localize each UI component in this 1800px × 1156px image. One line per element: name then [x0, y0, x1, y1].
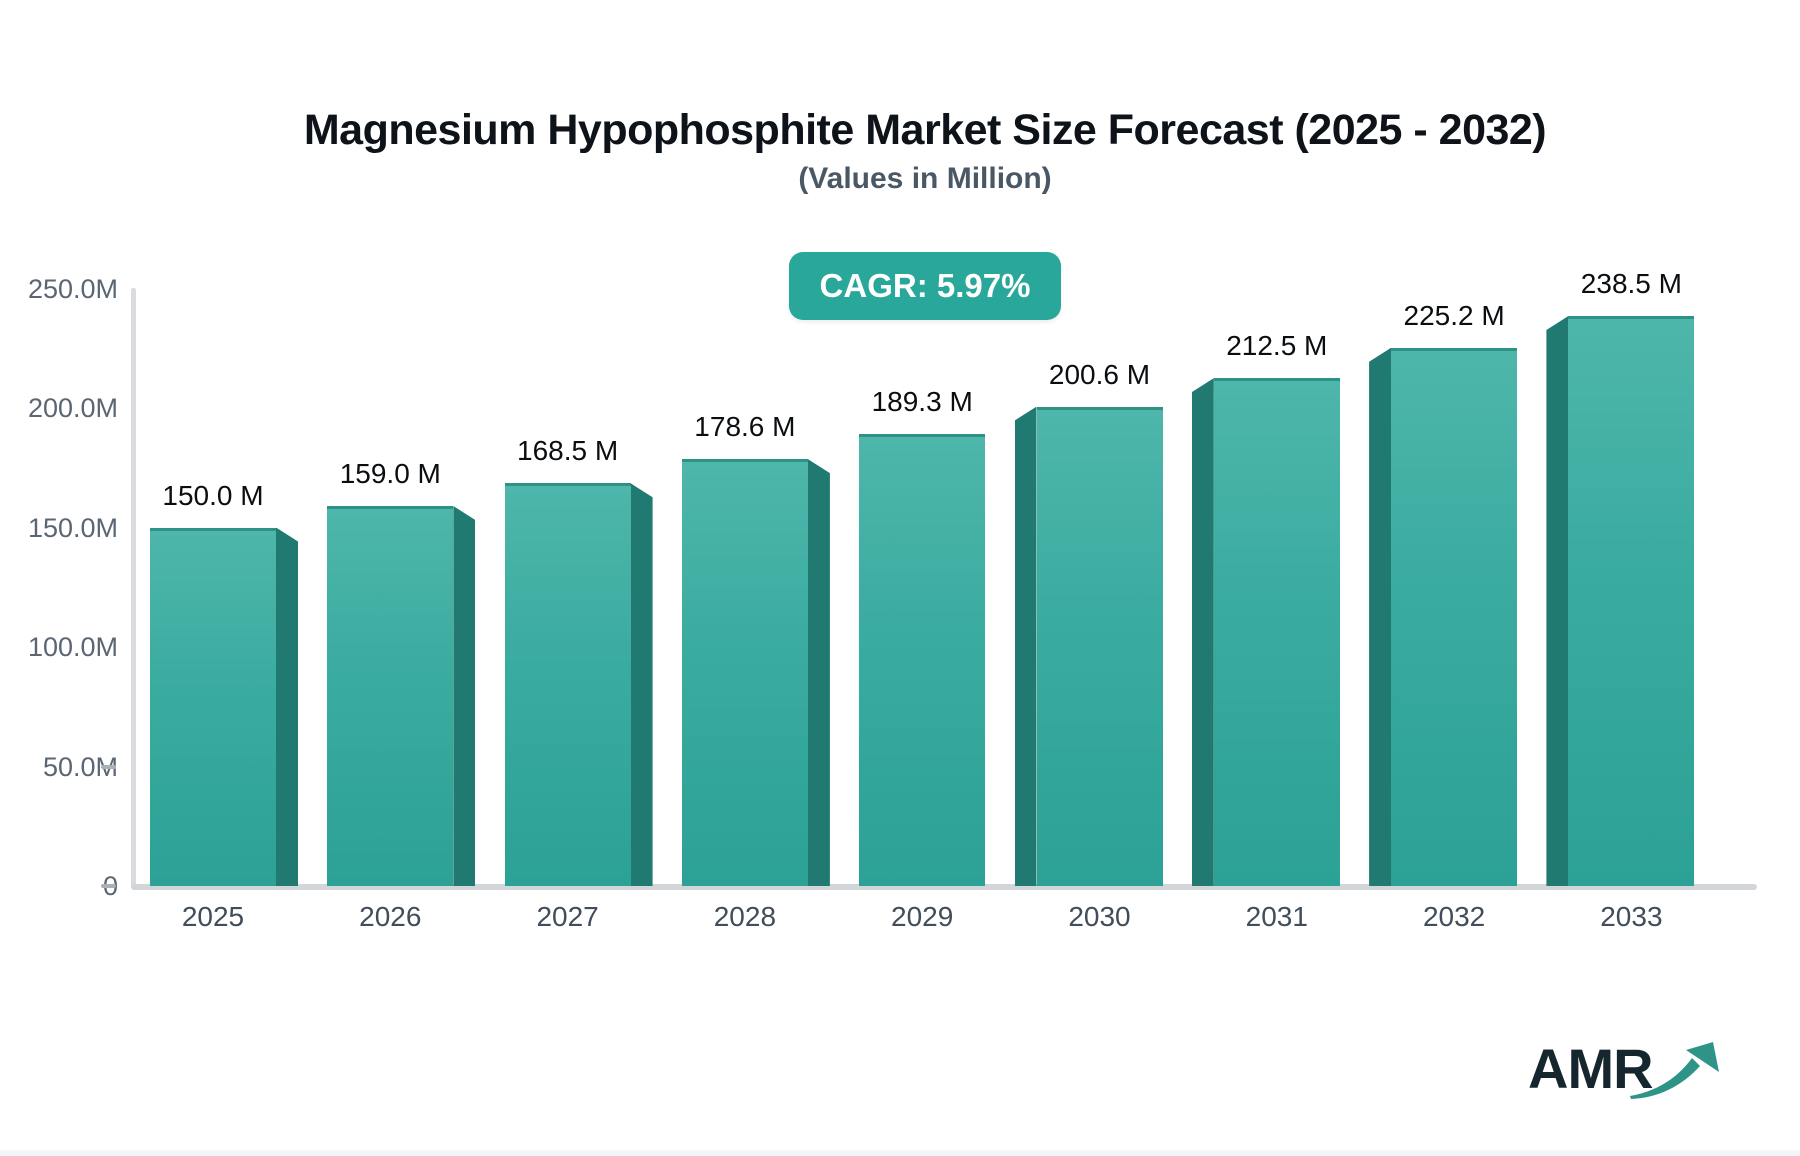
x-axis-baseline: [131, 884, 1757, 890]
bar-2031[interactable]: 212.5 M: [1191, 330, 1340, 886]
x-axis-label-2026: 2026: [359, 901, 422, 932]
bar-face: [150, 527, 276, 886]
cagr-badge-label: CAGR: 5.97%: [819, 267, 1031, 304]
bar-face: [859, 433, 986, 886]
bar-face: [1568, 315, 1695, 886]
bar-2025[interactable]: 150.0 M: [150, 480, 298, 886]
bar-face: [1391, 347, 1518, 886]
bar-value-label: 225.2 M: [1403, 299, 1505, 331]
x-axis-label-2025: 2025: [181, 901, 245, 932]
bar-value-label: 212.5 M: [1226, 330, 1328, 362]
chart-subtitle: (Values in Million): [798, 162, 1052, 195]
bar-face: [327, 505, 454, 886]
y-axis-tick-label: 100.0M: [27, 632, 118, 662]
bar-value-label: 168.5 M: [517, 435, 619, 467]
bar-2033[interactable]: 238.5 M: [1546, 268, 1695, 886]
bar-side-face: [453, 505, 476, 886]
bar-side-face: [630, 483, 653, 886]
x-axis-label-2030: 2030: [1068, 901, 1131, 932]
x-axis-label-2028: 2028: [713, 901, 777, 932]
bar-value-label: 238.5 M: [1580, 267, 1682, 299]
bar-side-face: [1369, 347, 1392, 886]
x-axis-label-2027: 2027: [536, 901, 599, 932]
bar-2032[interactable]: 225.2 M: [1369, 300, 1518, 886]
bar-value-label: 189.3 M: [871, 385, 973, 417]
amr-logo[interactable]: AMR: [1528, 1030, 1719, 1110]
bar-side-face: [807, 459, 830, 886]
y-axis-tick-label: 150.0M: [27, 512, 118, 543]
bar-face: [1036, 406, 1163, 886]
bar-2026[interactable]: 159.0 M: [327, 458, 476, 886]
bar-value-label: 178.6 M: [694, 411, 796, 443]
x-axis-label-2029: 2029: [891, 901, 954, 932]
bar-face: [1213, 378, 1340, 886]
bar-side-face: [1191, 378, 1214, 886]
bar-2028[interactable]: 178.6 M: [681, 411, 830, 886]
bar-2030[interactable]: 200.6 M: [1014, 359, 1163, 886]
bar-value-label: 159.0 M: [339, 457, 441, 489]
y-axis-tick-mark: [101, 764, 116, 769]
growth-arrow-icon: [1630, 1042, 1719, 1099]
bar-value-label: 150.0 M: [162, 479, 264, 511]
bar-face: [504, 483, 631, 886]
bottom-border: [0, 1150, 1800, 1156]
bar-side-face: [1014, 406, 1037, 886]
chart-title: Magnesium Hypophosphite Market Size Fore…: [303, 106, 1547, 154]
y-axis-tick-mark: [101, 884, 116, 888]
y-axis-tick-label: 250.0M: [27, 273, 118, 304]
x-axis-label-2031: 2031: [1245, 901, 1308, 932]
bar-face: [681, 459, 808, 886]
bar-2027[interactable]: 168.5 M: [504, 435, 653, 886]
amr-logo-text: AMR: [1528, 1037, 1654, 1100]
bar-2029[interactable]: 189.3 M: [859, 386, 986, 886]
y-axis-line: [131, 288, 136, 889]
cagr-badge: CAGR: 5.97%: [789, 252, 1061, 320]
bar-value-label: 200.6 M: [1048, 358, 1151, 390]
y-axis-tick-label: 200.0M: [27, 393, 118, 423]
bar-side-face: [276, 527, 298, 886]
x-axis-label-2033: 2033: [1600, 901, 1663, 932]
bar-side-face: [1546, 315, 1569, 886]
x-axis-label-2032: 2032: [1422, 901, 1486, 932]
